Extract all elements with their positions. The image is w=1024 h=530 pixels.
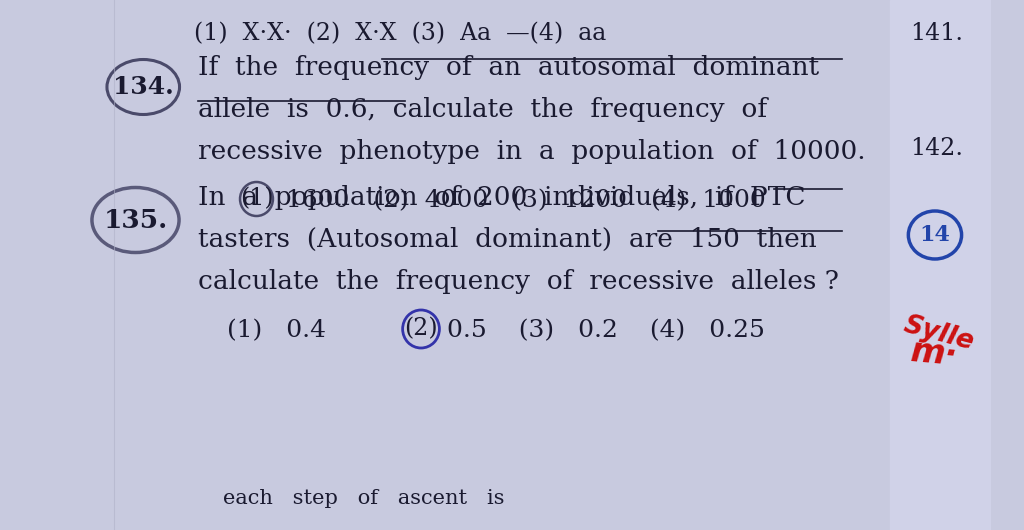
Text: If  the  frequency  of  an  autosomal  dominant: If the frequency of an autosomal dominan… bbox=[199, 55, 819, 80]
Text: 0.5    (3)   0.2    (4)   0.25: 0.5 (3) 0.2 (4) 0.25 bbox=[447, 319, 765, 342]
Text: Sylle: Sylle bbox=[900, 312, 977, 356]
Text: In  a  population  of  200  individuals,  if  PTC: In a population of 200 individuals, if P… bbox=[199, 185, 806, 210]
Text: each   step   of   ascent   is: each step of ascent is bbox=[222, 489, 504, 508]
Text: tasters  (Autosomal  dominant)  are  150  then: tasters (Autosomal dominant) are 150 the… bbox=[199, 227, 817, 252]
Text: recessive  phenotype  in  a  population  of  10000.: recessive phenotype in a population of 1… bbox=[199, 139, 866, 164]
Text: (1)   0.4: (1) 0.4 bbox=[227, 319, 327, 342]
Text: (1): (1) bbox=[240, 188, 273, 210]
Text: 141.: 141. bbox=[909, 22, 963, 45]
Text: 135.: 135. bbox=[103, 208, 168, 233]
Text: 142.: 142. bbox=[909, 137, 963, 160]
Text: 14: 14 bbox=[920, 224, 950, 246]
Text: 134.: 134. bbox=[113, 75, 174, 99]
Text: m·: m· bbox=[909, 335, 959, 372]
Text: 1600   (2)  4000   (3)  1200   (4)  1000: 1600 (2) 4000 (3) 1200 (4) 1000 bbox=[286, 189, 765, 212]
Text: (1)  X·X·  (2)  X·X  (3)  Aa  —(4)  aa: (1) X·X· (2) X·X (3) Aa —(4) aa bbox=[194, 22, 606, 45]
Text: calculate  the  frequency  of  recessive  alleles ?: calculate the frequency of recessive all… bbox=[199, 269, 840, 294]
Text: allele  is  0.6,  calculate  the  frequency  of: allele is 0.6, calculate the frequency o… bbox=[199, 97, 768, 122]
Bar bbox=[891, 0, 991, 530]
Text: (2): (2) bbox=[404, 317, 438, 340]
